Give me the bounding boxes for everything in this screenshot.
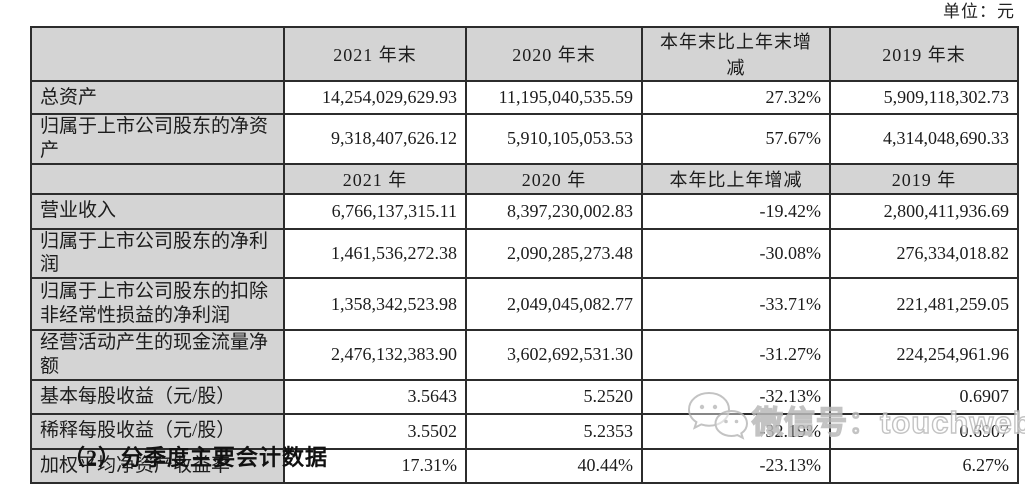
row-label-cell: 营业收入 — [30, 192, 285, 230]
table-row-basic-eps: 基本每股收益（元/股） 3.5643 5.2520 -32.13% 0.6907 — [30, 378, 1019, 415]
value-cell: 224,254,961.96 — [829, 329, 1019, 381]
value-cell: 1,461,536,272.38 — [283, 227, 467, 279]
header-cell-2019-yearend: 2019 年末 — [829, 26, 1019, 82]
value-cell: -31.27% — [641, 329, 831, 381]
section-heading-quarterly-data: （2）分季度主要会计数据 — [63, 445, 329, 470]
value-cell: 9,318,407,626.12 — [283, 113, 467, 165]
table-header-row-yearend: 2021 年末 2020 年末 本年末比上年末增减 2019 年末 — [30, 26, 1019, 82]
header-cell-2020-yearend: 2020 年末 — [465, 26, 643, 82]
table-row-net-profit: 归属于上市公司股东的净利润 1,461,536,272.38 2,090,285… — [30, 227, 1019, 279]
unit-label: 单位：元 — [943, 2, 1015, 21]
header-cell-2019: 2019 年 — [829, 162, 1019, 195]
table-row-operating-cash-flow: 经营活动产生的现金流量净额 2,476,132,383.90 3,602,692… — [30, 329, 1019, 381]
table-row-total-assets: 总资产 14,254,029,629.93 11,195,040,535.59 … — [30, 80, 1019, 115]
value-cell: 11,195,040,535.59 — [465, 80, 643, 115]
value-cell: -19.42% — [641, 192, 831, 230]
value-cell: 2,090,285,273.48 — [465, 227, 643, 279]
table-row-net-profit-excl-nonrecurring: 归属于上市公司股东的扣除非经常性损益的净利润 1,358,342,523.98 … — [30, 277, 1019, 331]
key-financials-table: 2021 年末 2020 年末 本年末比上年末增减 2019 年末 总资产 14… — [30, 26, 1019, 484]
header-cell-yoy-change: 本年比上年增减 — [641, 162, 831, 195]
value-cell: 221,481,259.05 — [829, 277, 1019, 331]
row-label-cell: 稀释每股收益（元/股） — [30, 412, 285, 450]
value-cell: 276,334,018.82 — [829, 227, 1019, 279]
value-cell: 2,476,132,383.90 — [283, 329, 467, 381]
row-label-cell: 归属于上市公司股东的净资产 — [30, 113, 285, 165]
row-label-cell: 归属于上市公司股东的净利润 — [30, 227, 285, 279]
value-cell: 27.32% — [641, 80, 831, 115]
row-label-cell: 总资产 — [30, 80, 285, 115]
financial-report-page: { "unit_label": "单位：元", "table": { "head… — [30, 2, 1025, 484]
value-cell: -32.13% — [641, 378, 831, 415]
header-cell-empty — [30, 162, 285, 195]
value-cell: 0.6907 — [829, 378, 1019, 415]
value-cell: -32.19% — [641, 412, 831, 450]
value-cell: 5,910,105,053.53 — [465, 113, 643, 165]
value-cell: 6,766,137,315.11 — [283, 192, 467, 230]
row-label-cell: 经营活动产生的现金流量净额 — [30, 329, 285, 381]
value-cell: 14,254,029,629.93 — [283, 80, 467, 115]
value-cell: -33.71% — [641, 277, 831, 331]
value-cell: 3,602,692,531.30 — [465, 329, 643, 381]
table-row-revenue: 营业收入 6,766,137,315.11 8,397,230,002.83 -… — [30, 192, 1019, 230]
row-label-cell: 归属于上市公司股东的扣除非经常性损益的净利润 — [30, 277, 285, 331]
value-cell: 5.2520 — [465, 378, 643, 415]
row-label-cell: 基本每股收益（元/股） — [30, 378, 285, 415]
value-cell: -23.13% — [641, 447, 831, 484]
value-cell: 40.44% — [465, 447, 643, 484]
value-cell: 57.67% — [641, 113, 831, 165]
value-cell: 8,397,230,002.83 — [465, 192, 643, 230]
value-cell: 4,314,048,690.33 — [829, 113, 1019, 165]
table-row-diluted-eps: 稀释每股收益（元/股） 3.5502 5.2353 -32.19% 0.6907 — [30, 412, 1019, 450]
value-cell: 2,800,411,936.69 — [829, 192, 1019, 230]
value-cell: -30.08% — [641, 227, 831, 279]
value-cell: 5,909,118,302.73 — [829, 80, 1019, 115]
table-row-net-assets: 归属于上市公司股东的净资产 9,318,407,626.12 5,910,105… — [30, 113, 1019, 165]
value-cell: 3.5502 — [283, 412, 467, 450]
header-cell-2020: 2020 年 — [465, 162, 643, 195]
value-cell: 3.5643 — [283, 378, 467, 415]
value-cell: 1,358,342,523.98 — [283, 277, 467, 331]
value-cell: 0.6907 — [829, 412, 1019, 450]
table-header-row-year: 2021 年 2020 年 本年比上年增减 2019 年 — [30, 162, 1019, 195]
header-cell-yoy-yearend-change: 本年末比上年末增减 — [641, 26, 831, 82]
value-cell: 5.2353 — [465, 412, 643, 450]
header-cell-empty — [30, 26, 285, 82]
header-cell-2021-yearend: 2021 年末 — [283, 26, 467, 82]
header-cell-2021: 2021 年 — [283, 162, 467, 195]
value-cell: 2,049,045,082.77 — [465, 277, 643, 331]
value-cell: 6.27% — [829, 447, 1019, 484]
